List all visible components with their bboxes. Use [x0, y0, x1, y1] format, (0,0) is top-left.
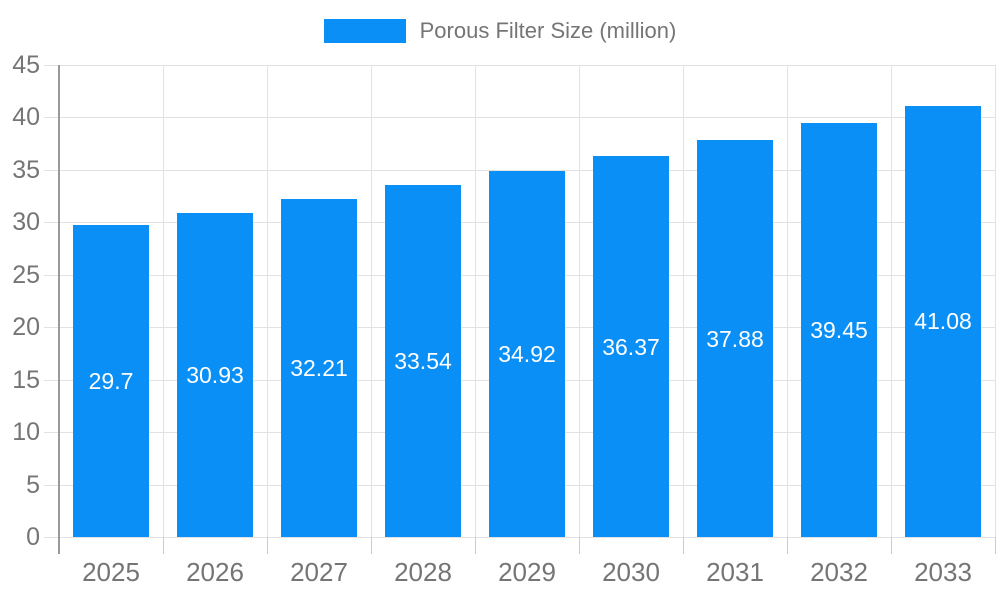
bar[interactable]: 29.7 [73, 225, 149, 537]
bar-value-label: 33.54 [394, 348, 452, 374]
gridline-x [891, 65, 892, 537]
gridline-x [371, 65, 372, 537]
y-tick-label: 40 [12, 103, 40, 131]
x-axis-label: 2031 [706, 557, 764, 587]
y-tick-label: 30 [12, 208, 40, 236]
chart-legend: Porous Filter Size (million) [0, 18, 1000, 44]
x-tick [579, 537, 580, 554]
x-tick [683, 537, 684, 554]
y-tick-label: 0 [26, 523, 40, 551]
x-axis-label: 2032 [810, 557, 868, 587]
bar-value-label: 37.88 [706, 326, 764, 352]
y-tick-label: 20 [12, 313, 40, 341]
y-axis-line [58, 65, 60, 554]
gridline-x [579, 65, 580, 537]
bar[interactable]: 32.21 [281, 199, 357, 537]
gridline-x [475, 65, 476, 537]
bar-value-label: 32.21 [290, 355, 348, 381]
gridline-y [44, 117, 995, 118]
x-axis-label: 2027 [290, 557, 348, 587]
x-axis-label: 2029 [498, 557, 556, 587]
y-tick-label: 10 [12, 418, 40, 446]
gridline-y [44, 537, 995, 538]
y-tick-label: 45 [12, 51, 40, 79]
gridline-x [787, 65, 788, 537]
y-tick-label: 25 [12, 261, 40, 289]
x-tick [891, 537, 892, 554]
gridline-x [163, 65, 164, 537]
bar-value-label: 29.7 [88, 368, 134, 394]
legend-label: Porous Filter Size (million) [419, 18, 677, 43]
bar[interactable]: 33.54 [385, 185, 461, 537]
x-axis-label: 2026 [186, 557, 244, 587]
x-tick [371, 537, 372, 554]
bar-value-label: 30.93 [186, 362, 244, 388]
bar-value-label: 41.08 [914, 308, 972, 334]
x-tick [267, 537, 268, 554]
gridline-y [44, 65, 995, 66]
x-axis-label: 2025 [82, 557, 140, 587]
gridline-x [683, 65, 684, 537]
bar[interactable]: 30.93 [177, 213, 253, 537]
y-tick-label: 15 [12, 366, 40, 394]
x-tick [163, 537, 164, 554]
x-tick [475, 537, 476, 554]
x-tick [995, 537, 996, 554]
bar-value-label: 34.92 [498, 341, 556, 367]
y-tick-label: 35 [12, 156, 40, 184]
bar[interactable]: 41.08 [905, 106, 981, 537]
legend-item[interactable]: Porous Filter Size (million) [323, 18, 677, 44]
x-axis-label: 2028 [394, 557, 452, 587]
bar[interactable]: 39.45 [801, 123, 877, 537]
x-tick [787, 537, 788, 554]
y-tick-label: 5 [26, 471, 40, 499]
bar[interactable]: 37.88 [697, 140, 773, 537]
bar[interactable]: 34.92 [489, 171, 565, 537]
bar-value-label: 39.45 [810, 317, 868, 343]
gridline-x [267, 65, 268, 537]
gridline-y [44, 170, 995, 171]
bar[interactable]: 36.37 [593, 156, 669, 537]
x-axis-label: 2030 [602, 557, 660, 587]
bar-value-label: 36.37 [602, 334, 660, 360]
legend-swatch [323, 19, 406, 43]
x-axis-label: 2033 [914, 557, 972, 587]
gridline-x [995, 65, 996, 537]
